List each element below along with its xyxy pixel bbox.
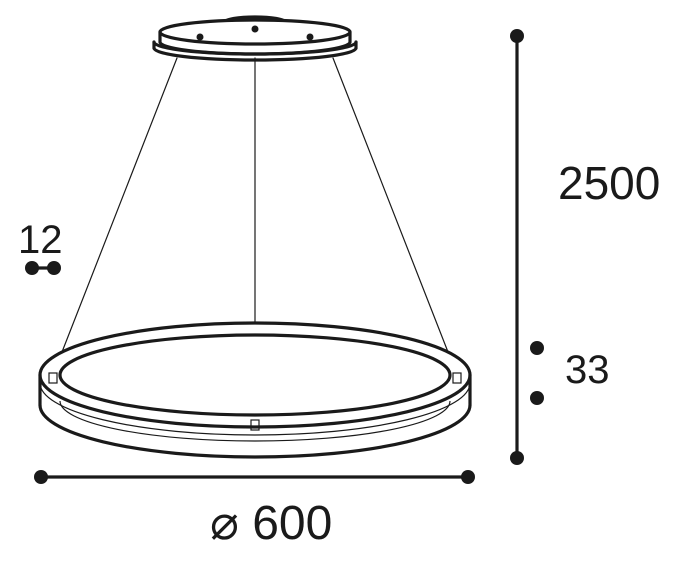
pendant-lamp-technical-drawing — [0, 0, 683, 578]
label-drop-height: 2500 — [558, 160, 660, 206]
label-cable-width: 12 — [18, 220, 63, 260]
label-diameter: ⌀ 600 — [210, 500, 332, 548]
label-ring-height: 33 — [565, 350, 610, 390]
